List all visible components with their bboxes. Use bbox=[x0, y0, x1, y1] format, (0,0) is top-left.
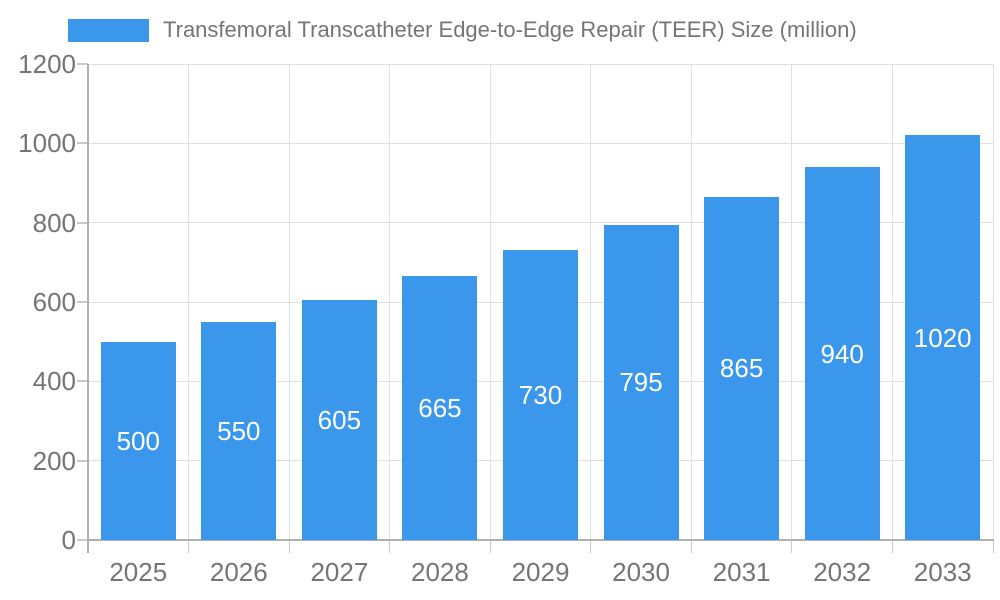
v-gridline bbox=[288, 64, 290, 540]
bar-value-label: 605 bbox=[317, 405, 362, 435]
x-axis-label: 2026 bbox=[209, 557, 268, 587]
x-axis-label: 2030 bbox=[612, 557, 670, 587]
y-axis-tick bbox=[77, 459, 88, 462]
bar[interactable]: 865 bbox=[704, 196, 780, 540]
x-axis-tick bbox=[590, 540, 592, 553]
y-axis-label: 200 bbox=[32, 445, 76, 476]
y-axis-line bbox=[87, 64, 89, 553]
y-axis-label: 1000 bbox=[18, 128, 76, 159]
y-axis-tick bbox=[77, 380, 88, 383]
x-axis-tick bbox=[992, 540, 994, 553]
v-gridline bbox=[389, 64, 391, 540]
x-axis-tick bbox=[690, 540, 692, 553]
bar-value-label: 865 bbox=[719, 353, 764, 384]
v-gridline bbox=[188, 64, 190, 540]
v-gridline bbox=[590, 64, 592, 540]
y-axis-tick bbox=[77, 539, 88, 541]
h-gridline bbox=[88, 142, 993, 144]
x-axis-label: 2029 bbox=[511, 557, 570, 587]
x-axis-tick bbox=[188, 540, 190, 553]
x-axis-tick bbox=[791, 540, 793, 553]
bar-value-label: 1020 bbox=[913, 322, 972, 353]
y-axis-label: 0 bbox=[61, 525, 76, 555]
x-axis-label: 2028 bbox=[411, 557, 469, 587]
y-axis-tick bbox=[77, 301, 88, 303]
bar[interactable]: 940 bbox=[804, 167, 880, 540]
bar[interactable]: 1020 bbox=[905, 135, 981, 540]
y-axis-tick bbox=[77, 63, 88, 65]
v-gridline bbox=[690, 64, 692, 540]
x-axis-label: 2032 bbox=[813, 557, 872, 587]
bar-value-label: 940 bbox=[820, 338, 864, 369]
x-axis-tick bbox=[489, 540, 491, 553]
y-axis-tick bbox=[77, 142, 88, 145]
legend-item[interactable]: Transfemoral Transcatheter Edge-to-Edge … bbox=[68, 17, 857, 43]
y-axis-tick bbox=[77, 221, 88, 224]
y-axis-label: 1200 bbox=[18, 49, 76, 79]
bar-value-label: 665 bbox=[418, 393, 462, 424]
x-axis-label: 2033 bbox=[913, 557, 972, 587]
v-gridline bbox=[791, 64, 793, 540]
x-axis-tick bbox=[288, 540, 290, 553]
bar-value-label: 500 bbox=[116, 425, 160, 456]
v-gridline bbox=[891, 64, 893, 540]
x-axis-label: 2025 bbox=[109, 557, 168, 587]
y-axis-label: 800 bbox=[32, 207, 76, 238]
x-axis-tick bbox=[891, 540, 893, 553]
legend-label: Transfemoral Transcatheter Edge-to-Edge … bbox=[163, 17, 857, 42]
legend-swatch bbox=[68, 18, 149, 42]
v-gridline bbox=[992, 64, 994, 540]
bar[interactable]: 500 bbox=[100, 341, 176, 540]
v-gridline bbox=[489, 64, 491, 540]
bar[interactable]: 550 bbox=[201, 321, 277, 540]
x-axis-tick bbox=[389, 540, 391, 553]
y-axis-label: 400 bbox=[32, 366, 76, 397]
x-axis-label: 2027 bbox=[310, 557, 369, 587]
x-axis-line bbox=[87, 539, 994, 541]
bar[interactable]: 795 bbox=[603, 224, 679, 540]
bar-value-label: 730 bbox=[518, 380, 563, 411]
bar[interactable]: 605 bbox=[301, 300, 377, 540]
bar-value-label: 550 bbox=[217, 415, 261, 446]
h-gridline bbox=[88, 222, 993, 224]
bar[interactable]: 730 bbox=[503, 250, 578, 540]
h-gridline bbox=[88, 63, 993, 65]
x-axis-label: 2031 bbox=[712, 557, 771, 587]
bar-value-label: 795 bbox=[619, 367, 663, 398]
y-axis-label: 600 bbox=[32, 287, 76, 317]
bar[interactable]: 665 bbox=[402, 276, 478, 540]
